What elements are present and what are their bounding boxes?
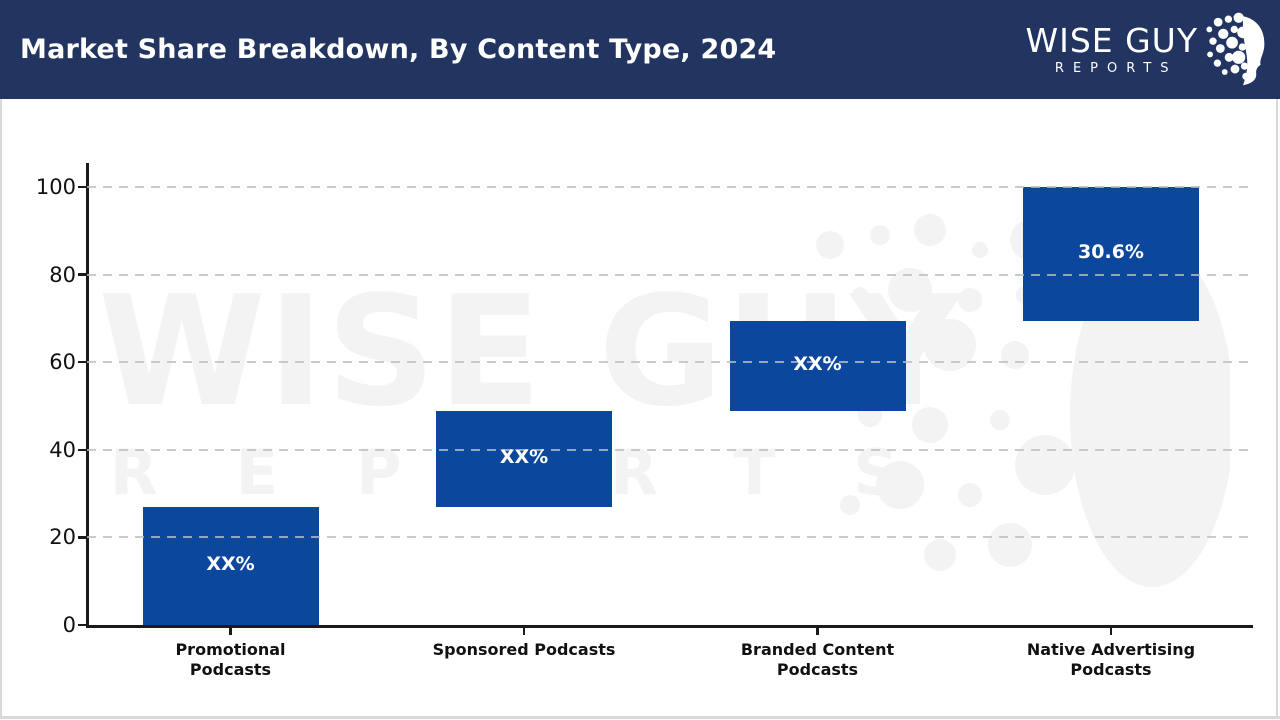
- bar-value-label: 30.6%: [1078, 241, 1144, 263]
- y-gridline-60: [87, 361, 1253, 364]
- logo-wordmark: WISE GUY: [1025, 21, 1198, 60]
- logo-subtext: REPORTS: [1054, 61, 1178, 76]
- y-tick-80: [78, 273, 87, 276]
- y-tick-label-100: 100: [35, 175, 76, 199]
- x-tick-1: [522, 627, 526, 635]
- y-tick-label-60: 60: [49, 350, 76, 375]
- bar-segment: [1023, 187, 1199, 322]
- right-edge-hairline: [1276, 99, 1278, 718]
- x-tick-3: [1109, 627, 1113, 635]
- bar-value-label: XX%: [793, 352, 842, 375]
- bar-value-label: XX%: [206, 552, 255, 575]
- left-edge-hairline: [0, 99, 2, 718]
- y-gridline-40: [87, 448, 1253, 451]
- x-category-label: Promotional Podcasts: [81, 640, 381, 680]
- x-category-label-line: Podcasts: [776, 660, 859, 679]
- y-tick-label-0: 0: [62, 613, 76, 637]
- y-tick-100: [78, 185, 87, 189]
- logo-face-icon: [1206, 12, 1265, 85]
- y-axis-line: [86, 163, 89, 627]
- bar-segment: [436, 410, 612, 507]
- x-tick-2: [816, 627, 819, 635]
- x-category-label: Sponsored Podcasts: [374, 640, 674, 660]
- brand-logo-text: WISE GUY REPORTS: [1025, 21, 1198, 77]
- y-gridline-80: [87, 273, 1253, 276]
- x-category-label-line: Native Advertising: [1026, 640, 1196, 659]
- y-tick-label-80: 80: [49, 262, 76, 287]
- bar-segment: [142, 506, 319, 625]
- header: Market Share Breakdown, By Content Type,…: [0, 0, 1280, 99]
- x-category-label-line: Promotional: [175, 640, 286, 659]
- bar-segment: [729, 321, 906, 411]
- x-category-label-line: Podcasts: [189, 660, 272, 679]
- x-category-label-line: Sponsored Podcasts: [432, 640, 616, 659]
- y-tick-label-20: 20: [49, 525, 76, 550]
- y-tick-60: [78, 360, 87, 364]
- chart-title: Market Share Breakdown, By Content Type,…: [20, 34, 777, 65]
- y-tick-20: [78, 536, 87, 539]
- y-tick-0: [78, 623, 87, 627]
- x-category-label: Native Advertising Podcasts: [961, 640, 1261, 680]
- y-gridline-100: [87, 186, 1253, 188]
- y-tick-label-40: 40: [49, 437, 76, 462]
- x-axis-line: [86, 625, 1253, 628]
- bar-value-label: XX%: [499, 445, 549, 468]
- y-gridline-20: [87, 536, 1253, 539]
- x-tick-0: [229, 627, 232, 635]
- x-category-label-line: Podcasts: [1070, 660, 1152, 679]
- bottom-edge-hairline: [0, 716, 1280, 719]
- y-tick-40: [78, 448, 87, 452]
- x-category-label: Branded Content Podcasts: [668, 640, 968, 680]
- brand-logo: WISE GUY REPORTS: [1025, 9, 1280, 91]
- x-category-label-line: Branded Content: [740, 640, 895, 659]
